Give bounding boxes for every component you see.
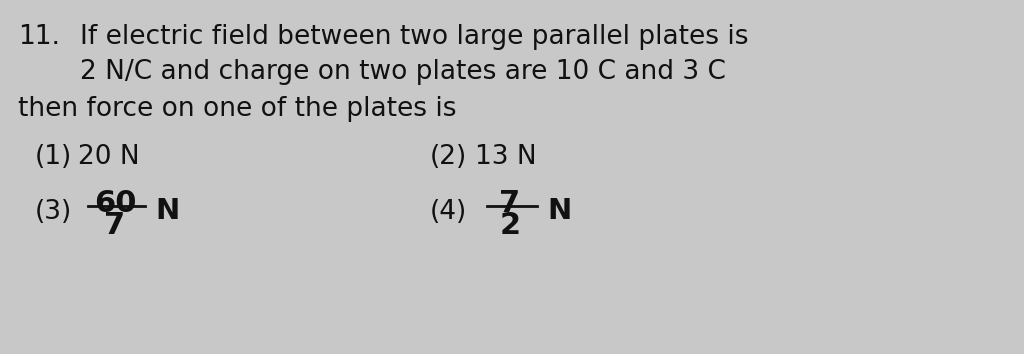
Text: 13 N: 13 N xyxy=(475,144,537,170)
Text: 11.: 11. xyxy=(18,24,60,50)
Text: N: N xyxy=(547,197,571,225)
Text: (1): (1) xyxy=(35,144,73,170)
Text: 7: 7 xyxy=(104,211,126,240)
Text: 60: 60 xyxy=(94,189,136,218)
Text: (3): (3) xyxy=(35,199,73,225)
Text: 7: 7 xyxy=(500,189,520,218)
Text: 2: 2 xyxy=(500,211,520,240)
Text: (4): (4) xyxy=(430,199,467,225)
Text: 20 N: 20 N xyxy=(78,144,139,170)
Text: 2 N/C and charge on two plates are 10 C and 3 C: 2 N/C and charge on two plates are 10 C … xyxy=(80,59,726,85)
Text: If electric field between two large parallel plates is: If electric field between two large para… xyxy=(80,24,749,50)
Text: N: N xyxy=(155,197,179,225)
Text: then force on one of the plates is: then force on one of the plates is xyxy=(18,96,457,122)
Text: (2): (2) xyxy=(430,144,467,170)
